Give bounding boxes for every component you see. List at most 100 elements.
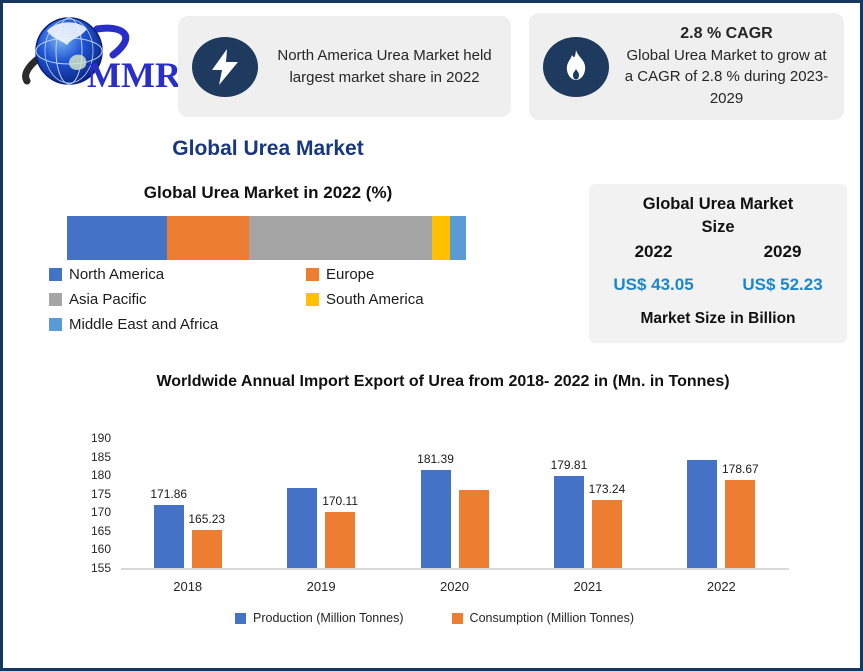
legend-swatch-europe bbox=[306, 268, 319, 281]
bar-consumption-2021 bbox=[591, 500, 622, 568]
legend-label: North America bbox=[69, 266, 165, 283]
y-tick-180: 180 bbox=[90, 468, 111, 483]
y-tick-165: 165 bbox=[90, 523, 111, 538]
segment-north-america bbox=[67, 216, 167, 260]
legend-swatch-north-america bbox=[49, 268, 62, 281]
mmr-logo: MMR bbox=[17, 9, 185, 105]
y-tick-170: 170 bbox=[90, 505, 111, 520]
x-tick-2018: 2018 bbox=[173, 579, 203, 594]
segment-south-america bbox=[432, 216, 451, 260]
legend-label: Production (Million Tonnes) bbox=[253, 611, 404, 625]
legend-item-europe: Europe bbox=[306, 266, 489, 283]
bar-wrap-production-million-tonnes-2018: 171.86 bbox=[150, 438, 187, 568]
bar-wrap-production-million-tonnes-2020: 181.39 bbox=[417, 438, 454, 568]
market-size-card: Global Urea Market Size 2022 2029 US$ 43… bbox=[589, 184, 847, 343]
bar-wrap-consumption-million-tonnes-2019: 170.11 bbox=[322, 438, 359, 568]
market-size-title-line2: Size bbox=[701, 218, 735, 237]
bar-group-2021: 179.81 173.24 bbox=[521, 438, 654, 568]
bar-group-2022: 178.67 bbox=[655, 438, 788, 568]
segment-middle-east-and-africa bbox=[450, 216, 466, 260]
y-tick-185: 185 bbox=[90, 449, 111, 464]
legend-swatch-production-million-tonnes bbox=[235, 612, 246, 624]
highlight-card-market-share: North America Urea Market held largest m… bbox=[178, 16, 511, 117]
bar-production-2019 bbox=[287, 488, 318, 568]
highlight-card-cagr: 2.8 % CAGR Global Urea Market to grow at… bbox=[529, 13, 844, 120]
globe-icon: MMR bbox=[22, 17, 182, 95]
data-label-consumption-2021: 173.24 bbox=[588, 482, 626, 497]
bar-group-2019: 170.11 bbox=[254, 438, 387, 568]
bar-wrap-consumption-million-tonnes-2018: 165.23 bbox=[188, 438, 225, 568]
bar-wrap-production-million-tonnes-2022 bbox=[687, 438, 718, 568]
market-share-text: North America Urea Market held largest m… bbox=[277, 47, 492, 86]
flame-icon bbox=[543, 36, 609, 97]
bar-production-2020 bbox=[420, 469, 451, 568]
segment-europe bbox=[166, 216, 249, 260]
bar-consumption-2020 bbox=[458, 490, 489, 568]
bar-consumption-2022 bbox=[725, 480, 756, 568]
y-tick-160: 160 bbox=[90, 542, 111, 557]
x-tick-2019: 2019 bbox=[306, 579, 336, 594]
data-label-consumption-2018: 165.23 bbox=[188, 512, 226, 527]
region-share-bar bbox=[67, 216, 466, 260]
legend-item-asia-pacific: Asia Pacific bbox=[49, 291, 306, 308]
x-axis-line bbox=[121, 568, 789, 570]
bar-wrap-consumption-million-tonnes-2022: 178.67 bbox=[722, 438, 759, 568]
x-axis-labels: 2018 2019 2020 2021 2022 bbox=[121, 579, 788, 594]
cagr-heading: 2.8 % CAGR bbox=[680, 25, 773, 43]
bar-wrap-production-million-tonnes-2019 bbox=[287, 438, 318, 568]
legend-label: South America bbox=[326, 291, 424, 308]
data-label-production-2018: 171.86 bbox=[150, 487, 188, 502]
legend-swatch-middle-east-and-africa bbox=[49, 318, 62, 331]
region-share-chart-title: Global Urea Market in 2022 (%) bbox=[143, 183, 393, 202]
cagr-text: Global Urea Market to grow at a CAGR of … bbox=[624, 46, 829, 107]
legend-item-middle-east-and-africa: Middle East and Africa bbox=[49, 316, 306, 333]
region-share-legend: North America Europe Asia Pacific South Ame… bbox=[49, 266, 489, 333]
market-size-title-line1: Global Urea Market bbox=[642, 195, 794, 213]
x-tick-2022: 2022 bbox=[706, 579, 736, 594]
market-size-value-2029: US$ 52.23 bbox=[742, 275, 823, 295]
y-axis: 190 185 180 175 170 165 160 155 bbox=[81, 431, 111, 575]
market-size-footer: Market Size in Billion bbox=[640, 310, 796, 328]
market-size-year-2029: 2029 bbox=[763, 242, 802, 262]
y-tick-155: 155 bbox=[90, 561, 111, 575]
x-tick-2020: 2020 bbox=[440, 579, 469, 594]
legend-item-consumption-million-tonnes: Consumption (Million Tonnes) bbox=[451, 611, 634, 625]
bar-wrap-production-million-tonnes-2021: 179.81 bbox=[551, 438, 587, 568]
legend-swatch-consumption-million-tonnes bbox=[451, 612, 463, 624]
bar-group-2018: 171.86 165.23 bbox=[121, 438, 254, 568]
x-tick-2021: 2021 bbox=[573, 579, 603, 594]
legend-item-south-america: South America bbox=[306, 291, 489, 308]
bar-group-2020: 181.39 bbox=[388, 438, 521, 568]
page-title: Global Urea Market bbox=[172, 137, 364, 160]
legend-label: Europe bbox=[326, 266, 375, 283]
import-export-chart-title: Worldwide Annual Import Export of Urea f… bbox=[156, 373, 730, 390]
bar-consumption-2019 bbox=[325, 511, 356, 568]
lightning-icon bbox=[192, 36, 258, 97]
legend-swatch-asia-pacific bbox=[49, 293, 62, 306]
bar-wrap-consumption-million-tonnes-2020 bbox=[458, 438, 489, 568]
data-label-consumption-2022: 178.67 bbox=[721, 462, 759, 477]
data-label-production-2020: 181.39 bbox=[417, 451, 454, 466]
data-label-production-2021: 179.81 bbox=[550, 457, 588, 472]
bar-production-2018 bbox=[153, 505, 184, 568]
logo-text: MMR bbox=[87, 55, 182, 95]
y-tick-175: 175 bbox=[90, 486, 111, 501]
import-export-legend: Production (Million Tonnes) Consumption (… bbox=[3, 611, 860, 625]
bar-production-2022 bbox=[687, 460, 718, 568]
legend-label: Middle East and Africa bbox=[69, 316, 219, 333]
legend-item-production-million-tonnes: Production (Million Tonnes) bbox=[235, 611, 404, 625]
import-export-plot: 171.86 165.23 170.11 181.39 179.81 173.24 178.… bbox=[121, 438, 788, 568]
market-size-values: US$ 43.05 US$ 52.23 bbox=[589, 275, 847, 295]
y-tick-190: 190 bbox=[90, 431, 111, 445]
data-label-consumption-2019: 170.11 bbox=[322, 493, 359, 508]
market-size-value-2022: US$ 43.05 bbox=[613, 275, 694, 295]
bar-consumption-2018 bbox=[191, 530, 222, 568]
legend-swatch-south-america bbox=[306, 293, 319, 306]
segment-asia-pacific bbox=[248, 216, 433, 260]
legend-label: Consumption (Million Tonnes) bbox=[469, 611, 634, 625]
legend-label: Asia Pacific bbox=[69, 291, 147, 308]
bar-production-2021 bbox=[553, 475, 584, 568]
bar-wrap-consumption-million-tonnes-2021: 173.24 bbox=[589, 438, 625, 568]
legend-item-north-america: North America bbox=[49, 266, 306, 283]
